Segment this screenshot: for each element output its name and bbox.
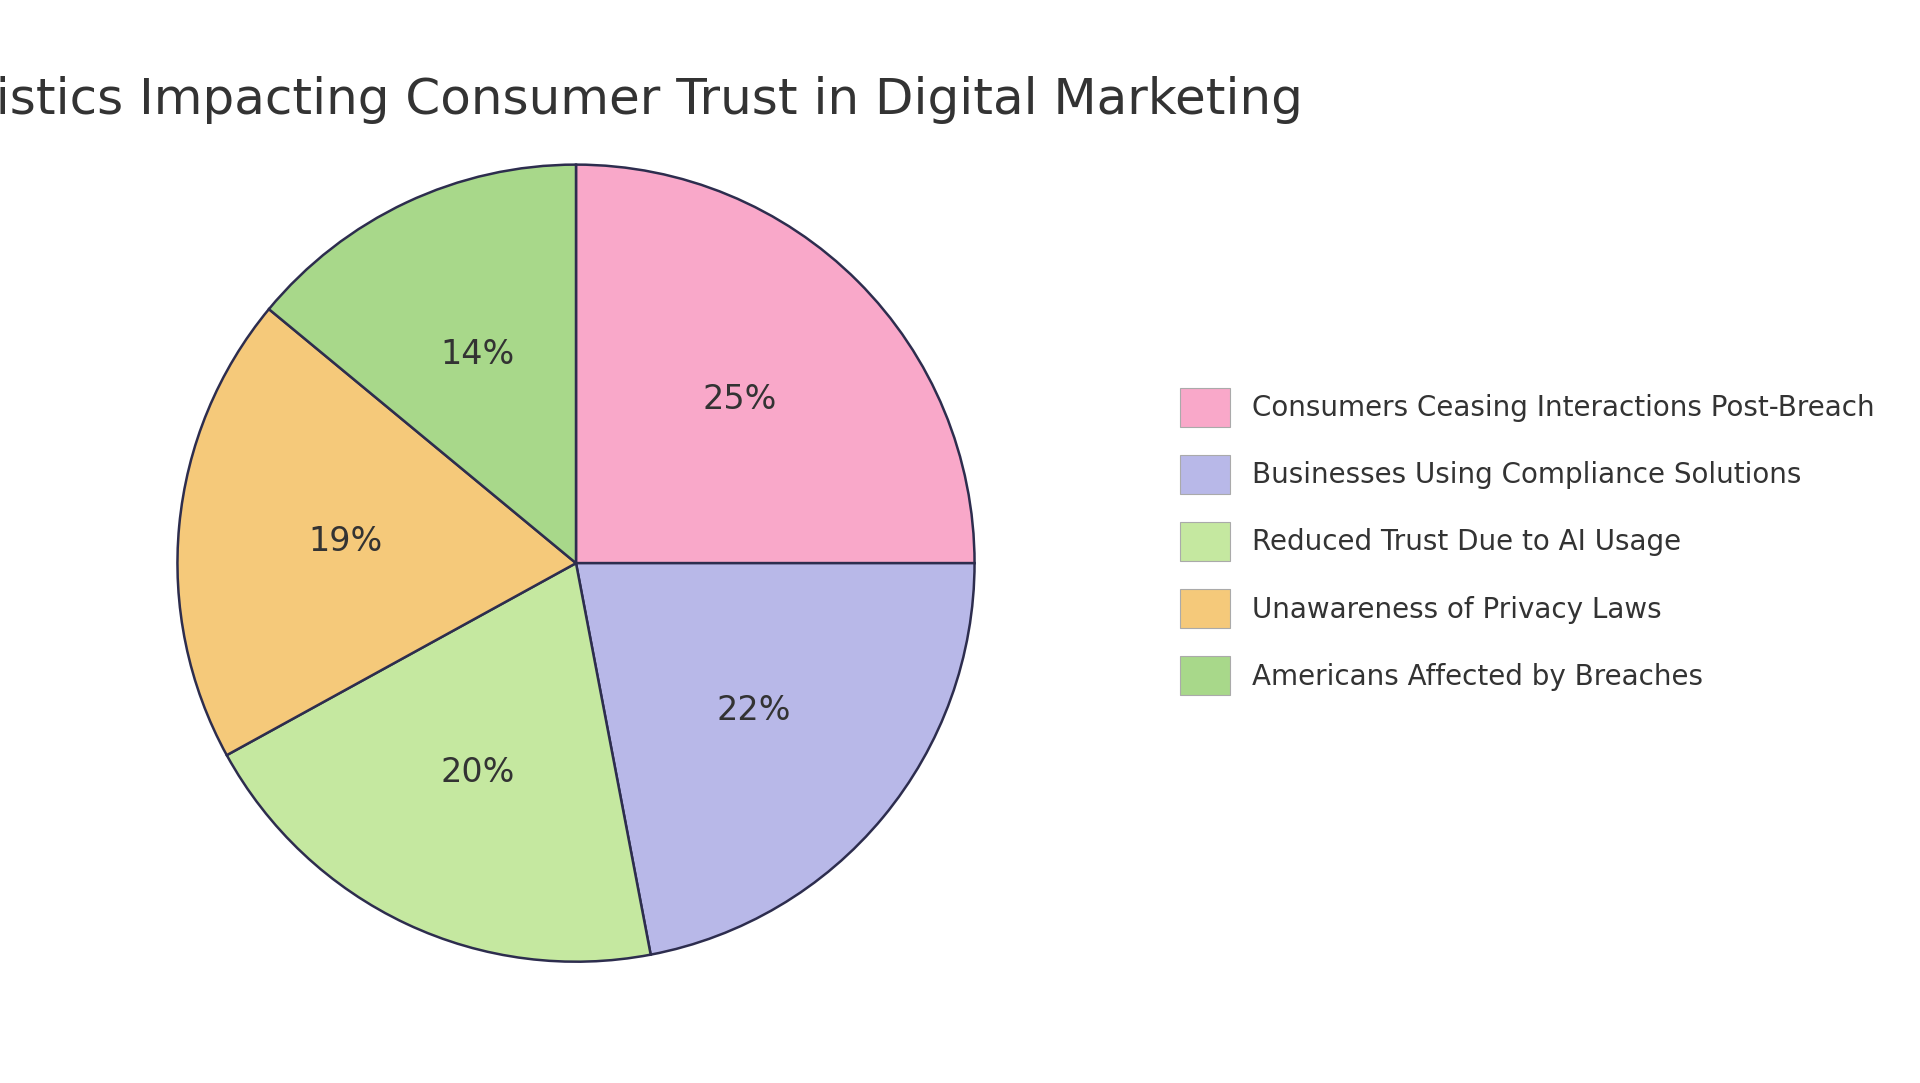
Text: 22%: 22% [716, 694, 791, 727]
Wedge shape [269, 165, 576, 563]
Text: 14%: 14% [440, 338, 515, 370]
Text: 19%: 19% [309, 525, 382, 558]
Wedge shape [576, 165, 975, 563]
Wedge shape [177, 309, 576, 755]
Text: 20%: 20% [440, 756, 515, 788]
Wedge shape [227, 563, 651, 962]
Text: Statistics Impacting Consumer Trust in Digital Marketing: Statistics Impacting Consumer Trust in D… [0, 76, 1304, 123]
Text: 25%: 25% [703, 383, 776, 416]
Wedge shape [576, 563, 975, 954]
Legend: Consumers Ceasing Interactions Post-Breach, Businesses Using Compliance Solution: Consumers Ceasing Interactions Post-Brea… [1165, 374, 1889, 709]
